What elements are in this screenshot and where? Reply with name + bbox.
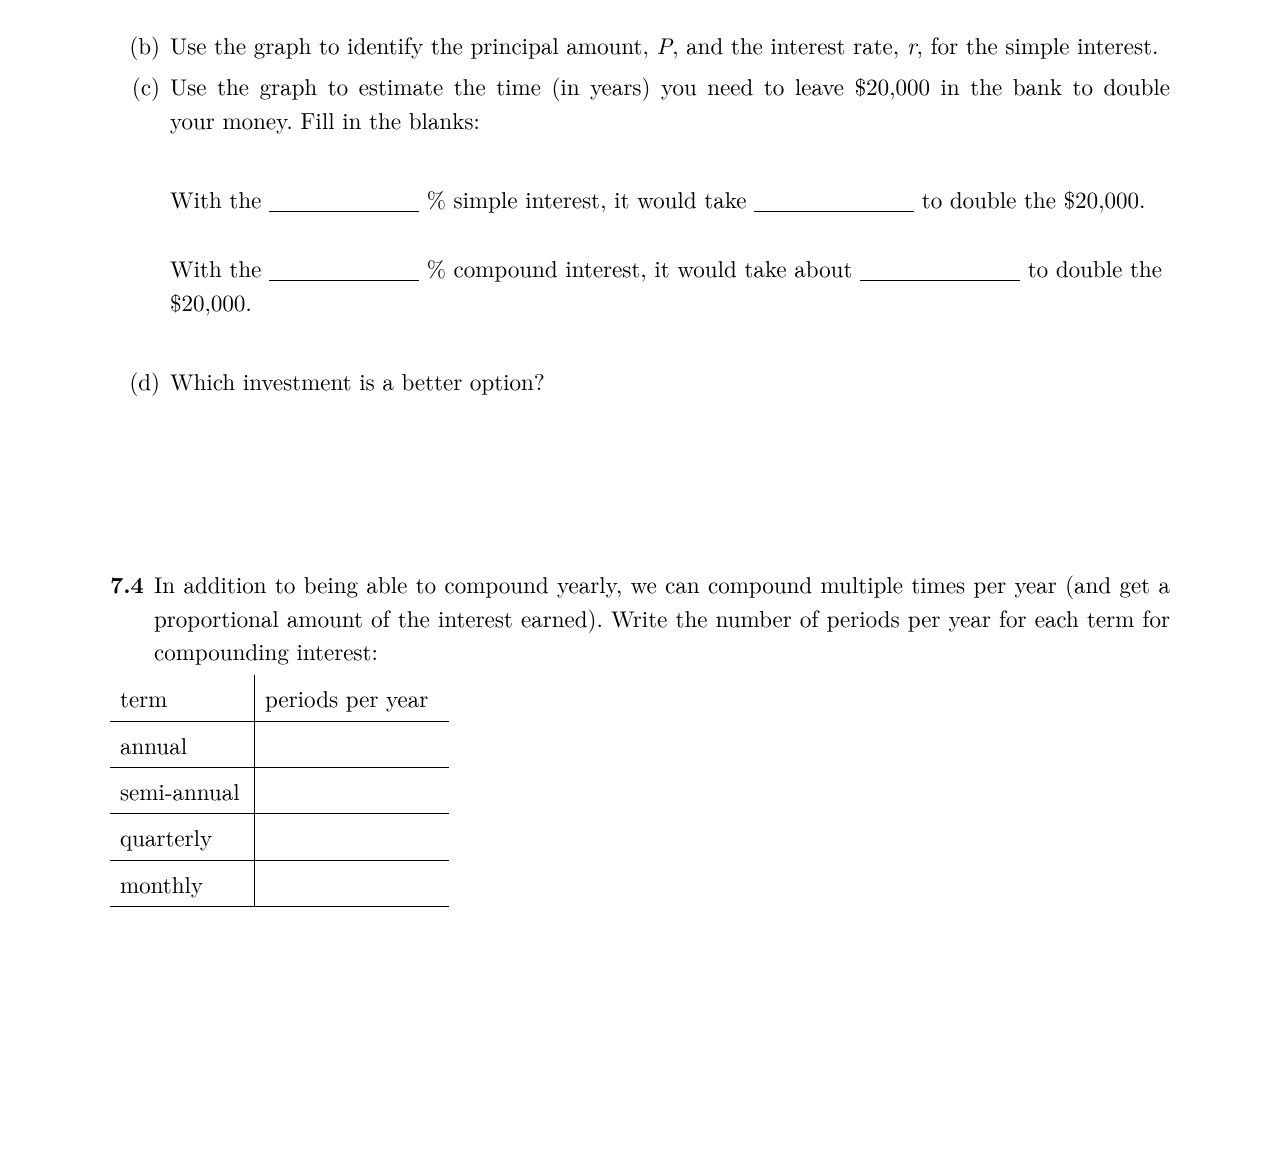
var-p: P (657, 28, 673, 61)
item-d-text: Which investment is a better option? (170, 364, 545, 397)
table-cell-term: annual (110, 721, 255, 767)
table-cell-term: monthly (110, 860, 255, 906)
blank-line-2a[interactable] (269, 257, 419, 281)
blank-line-1b[interactable] (754, 188, 914, 212)
item-b-text-2: , and the interest rate, (672, 28, 907, 61)
table-header-periods: periods per year (255, 675, 450, 721)
blank-statement-2: With the % compound interest, it would t… (170, 251, 1170, 318)
item-d: (d) Which investment is a better option? (110, 364, 1170, 397)
blank1-mid: % simple interest, it would take (419, 182, 754, 215)
item-d-body: Which investment is a better option? (170, 364, 1170, 397)
table-cell-value[interactable] (255, 721, 450, 767)
table-row: annual (110, 721, 449, 767)
blank1-post: to double the $20,000. (914, 182, 1145, 215)
blank2-pre: With the (170, 251, 269, 284)
section-7-4-marker: 7.4 (110, 567, 154, 667)
table-row: quarterly (110, 814, 449, 860)
item-b-text-3: , for the simple interest. (917, 28, 1159, 61)
section-7-4: 7.4 In addition to being able to compoun… (110, 567, 1170, 667)
item-b-marker: (b) (110, 28, 170, 61)
blank-line-2b[interactable] (860, 257, 1020, 281)
item-c: (c) Use the graph to estimate the time (… (110, 69, 1170, 136)
table-cell-value[interactable] (255, 860, 450, 906)
table-header-row: term periods per year (110, 675, 449, 721)
item-d-marker: (d) (110, 364, 170, 397)
page: (b) Use the graph to identify the princi… (0, 0, 1280, 1164)
var-r: r (907, 28, 917, 61)
item-b-body: Use the graph to identify the principal … (170, 28, 1170, 61)
table-header-term: term (110, 675, 255, 721)
table-cell-term: semi-annual (110, 768, 255, 814)
periods-table: term periods per year annual semi-annual… (110, 675, 449, 907)
item-c-body: Use the graph to estimate the time (in y… (170, 69, 1170, 136)
blank1-pre: With the (170, 182, 269, 215)
table-cell-value[interactable] (255, 768, 450, 814)
item-b-text-1: Use the graph to identify the principal … (170, 28, 657, 61)
item-b: (b) Use the graph to identify the princi… (110, 28, 1170, 61)
section-7-4-text: In addition to being able to compound ye… (154, 567, 1170, 667)
blank-line-1a[interactable] (269, 188, 419, 212)
blank2-mid: % compound interest, it would take about (419, 251, 860, 284)
table-cell-term: quarterly (110, 814, 255, 860)
blank-statement-1: With the % simple interest, it would tak… (170, 182, 1170, 215)
section-7-4-body: In addition to being able to compound ye… (154, 567, 1170, 667)
item-c-marker: (c) (110, 69, 170, 136)
item-c-text: Use the graph to estimate the time (in y… (170, 69, 1170, 135)
table-cell-value[interactable] (255, 814, 450, 860)
table-row: semi-annual (110, 768, 449, 814)
table-row: monthly (110, 860, 449, 906)
